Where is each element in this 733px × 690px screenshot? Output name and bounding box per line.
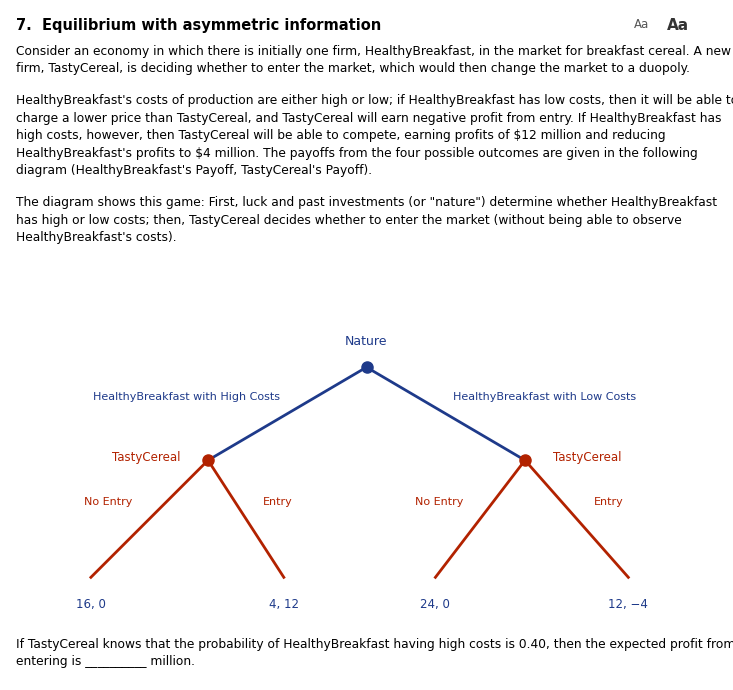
Text: Entry: Entry <box>594 497 624 506</box>
Text: HealthyBreakfast with Low Costs: HealthyBreakfast with Low Costs <box>453 392 636 402</box>
Text: Consider an economy in which there is initially one firm, HealthyBreakfast, in t: Consider an economy in which there is in… <box>16 45 731 58</box>
Text: high costs, however, then TastyCereal will be able to compete, earning profits o: high costs, however, then TastyCereal wi… <box>16 129 666 142</box>
Text: TastyCereal: TastyCereal <box>553 451 621 464</box>
Text: Nature: Nature <box>345 335 388 348</box>
Text: Aa: Aa <box>634 18 649 31</box>
Text: HealthyBreakfast with High Costs: HealthyBreakfast with High Costs <box>93 392 280 402</box>
Text: HealthyBreakfast's costs).: HealthyBreakfast's costs). <box>16 231 177 244</box>
Text: No Entry: No Entry <box>84 497 132 506</box>
Text: firm, TastyCereal, is deciding whether to enter the market, which would then cha: firm, TastyCereal, is deciding whether t… <box>16 62 690 75</box>
Text: HealthyBreakfast's costs of production are either high or low; if HealthyBreakfa: HealthyBreakfast's costs of production a… <box>16 94 733 107</box>
Text: TastyCereal: TastyCereal <box>112 451 180 464</box>
Text: charge a lower price than TastyCereal, and TastyCereal will earn negative profit: charge a lower price than TastyCereal, a… <box>16 112 721 125</box>
Text: entering is __________ million.: entering is __________ million. <box>16 656 195 669</box>
Text: 12, −4: 12, −4 <box>608 598 648 611</box>
Text: If TastyCereal knows that the probability of HealthyBreakfast having high costs : If TastyCereal knows that the probabilit… <box>16 638 733 651</box>
Text: HealthyBreakfast's profits to $4 million. The payoffs from the four possible out: HealthyBreakfast's profits to $4 million… <box>16 147 698 160</box>
Text: 24, 0: 24, 0 <box>421 598 450 611</box>
Text: Entry: Entry <box>263 497 293 506</box>
Text: 4, 12: 4, 12 <box>269 598 299 611</box>
Text: diagram (HealthyBreakfast's Payoff, TastyCereal's Payoff).: diagram (HealthyBreakfast's Payoff, Tast… <box>16 164 372 177</box>
Text: The diagram shows this game: First, luck and past investments (or "nature") dete: The diagram shows this game: First, luck… <box>16 196 718 209</box>
Text: Aa: Aa <box>667 18 689 33</box>
Text: 7.  Equilibrium with asymmetric information: 7. Equilibrium with asymmetric informati… <box>16 18 381 33</box>
Text: No Entry: No Entry <box>415 497 463 506</box>
Text: 16, 0: 16, 0 <box>76 598 106 611</box>
Text: has high or low costs; then, TastyCereal decides whether to enter the market (wi: has high or low costs; then, TastyCereal… <box>16 214 682 227</box>
